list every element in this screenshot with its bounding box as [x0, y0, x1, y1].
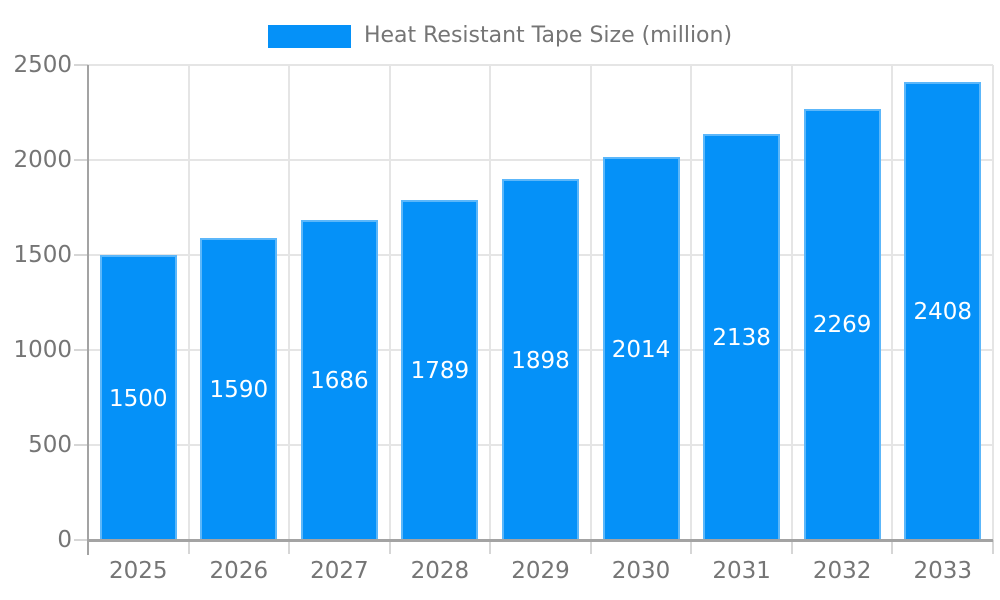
x-tick-mark — [288, 540, 291, 554]
bar-value-label: 2408 — [913, 299, 972, 326]
x-axis-tick-label: 2026 — [209, 558, 269, 584]
x-gridline — [187, 65, 190, 540]
y-axis-tick-label: 2000 — [13, 147, 72, 173]
bar-value-label: 1500 — [108, 385, 168, 412]
x-axis-line — [88, 539, 993, 542]
x-axis-tick-label: 2030 — [611, 558, 671, 584]
x-gridline — [288, 65, 291, 540]
x-axis-tick-label: 2029 — [511, 558, 570, 584]
bar: 1898 — [502, 179, 579, 540]
y-tick-mark — [74, 64, 88, 66]
x-tick-mark — [489, 540, 492, 554]
y-tick-mark — [74, 444, 88, 446]
x-axis-tick-label: 2033 — [913, 558, 972, 584]
x-axis-tick-label: 2027 — [310, 558, 369, 584]
x-tick-mark — [388, 540, 391, 554]
bar-value-label: 1590 — [209, 376, 269, 403]
y-axis-tick-label: 500 — [28, 432, 72, 458]
x-gridline — [992, 65, 994, 540]
y-gridline — [88, 64, 993, 66]
bar-value-label: 2138 — [712, 324, 771, 351]
bar: 2408 — [904, 82, 982, 540]
x-axis-tick-label: 2031 — [712, 558, 771, 584]
bar: 2014 — [602, 157, 680, 540]
x-tick-mark — [187, 540, 190, 554]
bar: 2138 — [703, 133, 781, 540]
legend-swatch-icon — [267, 24, 351, 48]
x-gridline — [891, 65, 894, 540]
x-tick-mark — [790, 540, 793, 554]
bar: 1500 — [99, 255, 177, 540]
bar: 1686 — [300, 219, 378, 540]
x-gridline — [690, 65, 693, 540]
x-gridline — [589, 65, 592, 540]
x-axis-tick-label: 2028 — [410, 558, 470, 584]
bar: 2269 — [803, 108, 881, 540]
y-tick-mark — [74, 254, 88, 256]
x-tick-mark — [589, 540, 592, 554]
x-axis-tick-label: 2025 — [108, 558, 168, 584]
bar: 1789 — [401, 200, 479, 540]
bar-value-label: 1686 — [310, 367, 369, 394]
legend-label: Heat Resistant Tape Size (million) — [363, 23, 733, 48]
y-axis-tick-label: 0 — [57, 527, 72, 553]
chart-legend: Heat Resistant Tape Size (million) — [0, 14, 1000, 58]
x-axis-tick-label: 2032 — [812, 558, 872, 584]
y-axis-tick-label: 1500 — [13, 242, 72, 268]
x-tick-mark — [690, 540, 693, 554]
y-tick-mark — [74, 159, 88, 161]
x-tick-mark — [992, 540, 994, 554]
y-tick-mark — [74, 539, 88, 541]
y-axis-line — [87, 65, 89, 555]
plot-area: 1500 1590 1686 1789 1898 2014 2138 2269 2408 — [88, 64, 994, 540]
y-axis-tick-label: 1000 — [13, 337, 72, 363]
x-gridline — [489, 65, 492, 540]
y-gridline — [88, 159, 993, 161]
bar-value-label: 1898 — [511, 347, 570, 374]
y-tick-mark — [74, 349, 88, 351]
y-axis-tick-label: 2500 — [13, 52, 72, 78]
bar-value-label: 2269 — [812, 312, 872, 339]
bar: 1590 — [200, 237, 278, 540]
x-tick-mark — [891, 540, 894, 554]
x-gridline — [388, 65, 391, 540]
bar-value-label: 1789 — [410, 358, 470, 385]
bar-value-label: 2014 — [611, 336, 671, 363]
x-gridline — [790, 65, 793, 540]
